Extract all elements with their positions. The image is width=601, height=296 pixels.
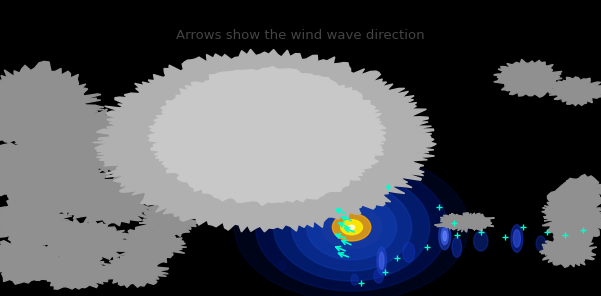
Ellipse shape [279,261,286,271]
Polygon shape [549,77,601,105]
Polygon shape [0,61,105,155]
Polygon shape [0,139,68,203]
Ellipse shape [349,225,355,229]
Ellipse shape [536,236,546,251]
Ellipse shape [439,222,451,250]
Polygon shape [493,59,562,97]
Ellipse shape [291,184,412,271]
Ellipse shape [255,163,448,291]
Ellipse shape [322,206,382,248]
Ellipse shape [513,230,520,247]
Polygon shape [0,236,61,284]
Ellipse shape [403,242,415,262]
Ellipse shape [576,217,590,237]
Polygon shape [5,158,117,215]
Ellipse shape [341,220,362,235]
Ellipse shape [273,173,430,281]
Ellipse shape [351,274,358,285]
Text: Secondary Swell energy on Monday 24 Feb at 12am -03: Secondary Swell energy on Monday 24 Feb … [38,5,563,24]
Ellipse shape [234,153,469,296]
Polygon shape [99,254,169,287]
Polygon shape [540,235,597,267]
Polygon shape [31,251,113,289]
Polygon shape [115,226,187,266]
Ellipse shape [511,225,523,252]
Ellipse shape [474,231,488,251]
Polygon shape [93,49,436,232]
Polygon shape [560,175,601,207]
Polygon shape [139,204,198,237]
Ellipse shape [377,247,386,275]
Ellipse shape [443,231,447,241]
Ellipse shape [452,237,462,257]
Ellipse shape [441,227,448,245]
Polygon shape [542,180,601,254]
Polygon shape [435,213,495,232]
Polygon shape [37,218,132,264]
Polygon shape [58,176,154,226]
Ellipse shape [374,269,383,283]
Polygon shape [0,196,74,245]
Polygon shape [10,107,148,177]
Text: Arrows show the wind wave direction: Arrows show the wind wave direction [176,29,425,42]
Ellipse shape [307,195,397,260]
Ellipse shape [332,213,371,241]
Ellipse shape [379,252,384,270]
Polygon shape [148,67,386,205]
